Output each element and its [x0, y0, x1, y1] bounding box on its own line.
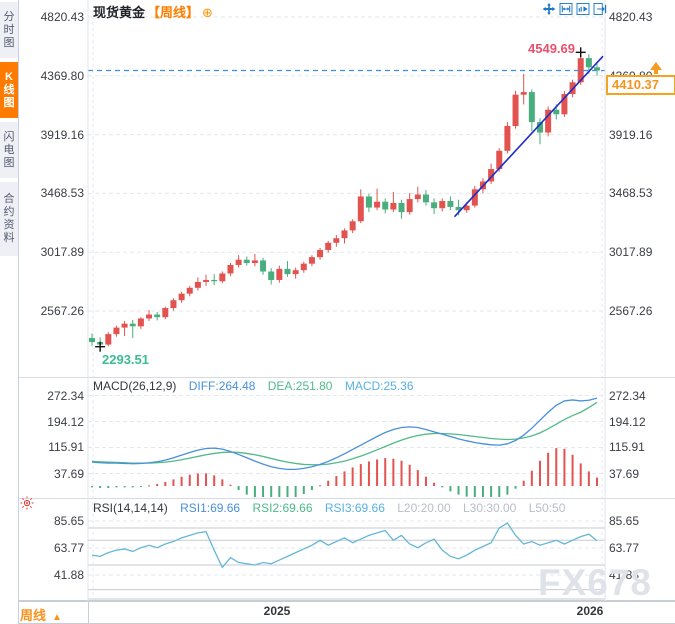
- axis-label: 2567.26: [40, 304, 84, 318]
- axis-label: 2567.26: [609, 304, 653, 318]
- rsi1-value: RSI1:69.66: [180, 501, 241, 515]
- play-icon[interactable]: [576, 3, 590, 15]
- period-label: 【周线】: [147, 5, 200, 20]
- axis-label: 63.77: [53, 540, 84, 555]
- axis-label: 85.65: [53, 514, 84, 528]
- symbol-name: 现货黄金: [93, 5, 146, 20]
- bottom-separator: [18, 601, 675, 602]
- sidebar-tab-time-chart[interactable]: 分时图: [0, 2, 18, 58]
- axis-label: 115.91: [48, 440, 84, 455]
- add-indicator-icon[interactable]: ⊕: [202, 5, 213, 20]
- period-selector-arrow-icon: ▲: [52, 612, 62, 623]
- low-price-annotation: 2293.51: [102, 352, 149, 367]
- macd-dea-value: DEA:251.80: [267, 379, 333, 393]
- fx678-watermark: FX678: [538, 562, 653, 603]
- axis-label: 194.12: [609, 414, 646, 429]
- axis-label: 37.69: [609, 466, 640, 481]
- indicator-settings-sun-icon[interactable]: [20, 496, 34, 510]
- macd-params: MACD(26,12,9): [93, 379, 177, 393]
- sidebar-border: [18, 0, 19, 624]
- axis-label: 41.88: [609, 568, 640, 582]
- rsi-l20: L20:20.00: [397, 501, 451, 515]
- sidebar-tab-contract-info[interactable]: 合约资料: [0, 182, 18, 256]
- sidebar-tab-kline-chart[interactable]: K线图: [0, 62, 18, 118]
- price-up-arrow-icon: [650, 62, 662, 74]
- macd-diff-value: DIFF:264.48: [188, 379, 256, 393]
- macd-label-row: MACD(26,12,9) DIFF:264.48 DEA:251.80 MAC…: [93, 379, 423, 393]
- axis-label: 3017.89: [609, 245, 653, 260]
- axis-label: 3017.89: [40, 245, 84, 260]
- axis-label: 3468.53: [609, 186, 653, 201]
- x-axis-year-2025: 2025: [263, 604, 291, 618]
- rsi2-value: RSI2:69.66: [252, 501, 313, 515]
- bottom-vertical-separator: [88, 601, 89, 624]
- rsi-label-row: RSI(14,14,14) RSI1:69.66 RSI2:69.66 RSI3…: [93, 501, 574, 515]
- macd-hist-value: MACD:25.36: [344, 379, 414, 393]
- axis-label: 4820.43: [40, 10, 84, 24]
- jump-end-icon[interactable]: [593, 3, 607, 15]
- period-selector-tab[interactable]: 周线 ▲: [20, 605, 62, 624]
- axis-label: 3468.53: [40, 186, 84, 201]
- high-price-annotation: 4549.69: [528, 41, 575, 56]
- current-price-badge: 4410.37: [606, 75, 675, 95]
- x-axis-year-2026: 2026: [576, 604, 604, 618]
- chart-title: 现货黄金 【周线】 ⊕: [93, 2, 213, 21]
- axis-label: 194.12: [47, 414, 84, 429]
- axis-label: 3919.16: [40, 127, 84, 142]
- sidebar-tab-lightning-chart[interactable]: 闪电图: [0, 122, 18, 178]
- axis-label: 272.34: [47, 388, 84, 403]
- axis-label: 41.88: [53, 568, 84, 582]
- axis-label: 4369.80: [40, 68, 84, 83]
- rsi3-value: RSI3:69.66: [324, 501, 385, 515]
- axis-label: 4820.43: [609, 10, 653, 24]
- chart-toolbar: [542, 3, 607, 15]
- axis-label: 115.91: [609, 440, 645, 455]
- period-selector-label: 周线: [20, 608, 47, 623]
- axis-label: 63.77: [609, 540, 640, 555]
- axis-label: 37.69: [53, 466, 84, 481]
- rsi-params: RSI(14,14,14): [93, 501, 168, 515]
- rsi-l30: L30:30.00: [462, 501, 517, 515]
- axis-label: 272.34: [609, 388, 646, 403]
- axis-label: 3919.16: [609, 127, 653, 142]
- axis-label: 85.65: [609, 514, 640, 528]
- zoom-range-icon[interactable]: [559, 3, 573, 15]
- pan-icon[interactable]: [542, 3, 556, 15]
- rsi-l50: L50:50: [528, 501, 566, 515]
